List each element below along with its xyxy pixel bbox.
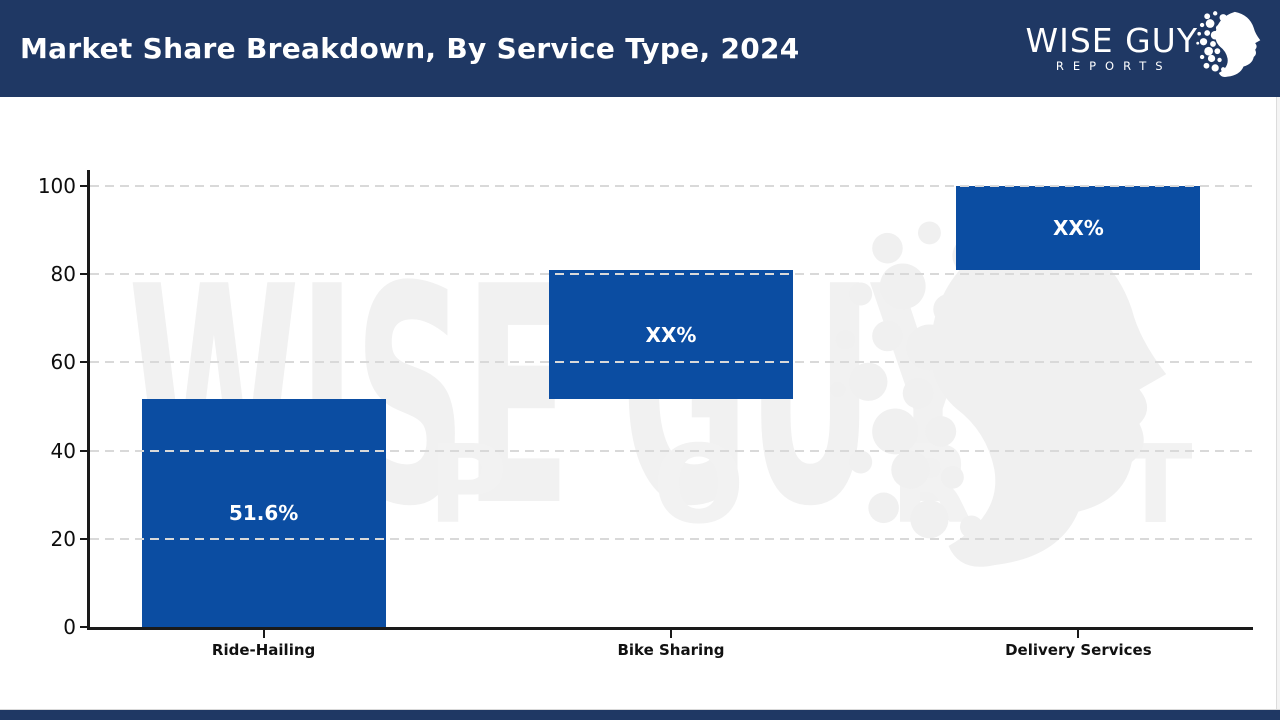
category-label-1: Bike Sharing: [617, 641, 725, 659]
y-tick-label-80: 80: [50, 262, 76, 287]
gridline-80: [90, 273, 1252, 276]
y-tick-label-40: 40: [50, 438, 76, 463]
y-tick-80: [80, 273, 88, 276]
x-tick-2: [1077, 630, 1080, 638]
footer-bar: [0, 710, 1280, 720]
bar-value-label: XX%: [1052, 215, 1104, 240]
bar-delivery-services: XX%: [956, 186, 1201, 270]
y-tick-40: [80, 449, 88, 452]
bar-value-label: XX%: [645, 322, 697, 347]
gridline-20: [90, 537, 1252, 540]
logo-face-icon: [1196, 10, 1261, 77]
logo-subtitle: REPORTS: [1055, 59, 1172, 74]
logo-text: WISE GUY REPORTS: [1025, 24, 1198, 73]
gridline-40: [90, 449, 1252, 452]
wise-guy-logo: WISE GUY REPORTS: [1025, 9, 1266, 89]
y-tick-label-20: 20: [50, 526, 76, 551]
y-tick-label-60: 60: [50, 350, 76, 375]
gridline-60: [90, 361, 1252, 364]
header-bar: Market Share Breakdown, By Service Type,…: [0, 0, 1280, 97]
right-edge-strip: [1276, 97, 1280, 710]
y-tick-60: [80, 361, 88, 364]
bar-bike-sharing: XX%: [549, 269, 793, 400]
logo-wordmark: WISE GUY: [1025, 21, 1198, 61]
y-tick-label-100: 100: [37, 174, 76, 198]
page-title: Market Share Breakdown, By Service Type,…: [20, 32, 800, 65]
y-tick-label-0: 0: [63, 615, 76, 639]
y-tick-0: [80, 626, 88, 628]
bar-value-label: 51.6%: [228, 501, 299, 526]
category-label-0: Ride-Hailing: [211, 641, 316, 659]
y-tick-100: [80, 185, 88, 187]
x-tick-0: [262, 630, 265, 638]
bar-ride-hailing: 51.6%: [141, 399, 386, 627]
x-tick-1: [670, 630, 672, 638]
x-axis-line: [87, 627, 1253, 630]
gridline-100: [90, 185, 1252, 187]
bottom-divider-line: [0, 709, 1280, 710]
category-label-2: Delivery Services: [1005, 641, 1152, 659]
y-tick-20: [80, 537, 88, 540]
y-axis-line: [87, 170, 90, 630]
